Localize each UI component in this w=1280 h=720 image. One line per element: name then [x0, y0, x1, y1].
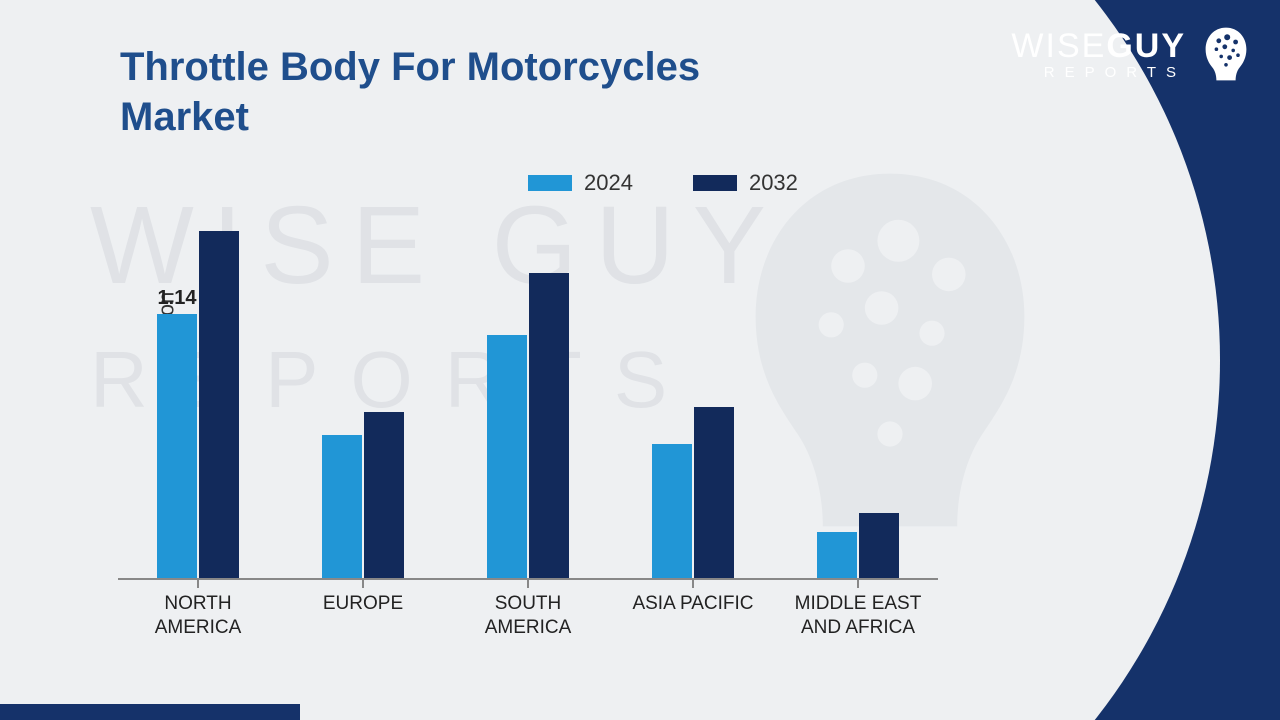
bar — [364, 412, 404, 579]
x-tick — [527, 578, 529, 588]
chart-area: Market Size in USD Billion 2024 2032 1.1… — [48, 170, 948, 670]
legend-item-2024: 2024 — [528, 170, 633, 196]
bar: 1.14 — [157, 314, 197, 578]
logo-text-main: WISEGUY — [1011, 27, 1186, 66]
legend-label-2024: 2024 — [584, 170, 633, 196]
category-label: EUROPE — [293, 592, 433, 616]
category-label: NORTH AMERICA — [128, 592, 268, 640]
bar — [652, 444, 692, 578]
bar-group — [487, 273, 569, 578]
chart-title: Throttle Body For Motorcycles Market — [120, 42, 820, 142]
bar-value-label: 1.14 — [158, 287, 197, 310]
bar-group — [817, 513, 899, 578]
bar — [529, 273, 569, 578]
bar — [859, 513, 899, 578]
x-tick — [692, 578, 694, 588]
plot-area: 1.14NORTH AMERICAEUROPESOUTH AMERICAASIA… — [118, 210, 938, 580]
category-label: MIDDLE EAST AND AFRICA — [788, 592, 928, 640]
bar-group — [652, 407, 734, 578]
category-label: ASIA PACIFIC — [623, 592, 763, 616]
bar — [817, 532, 857, 578]
x-tick — [197, 578, 199, 588]
logo-head-icon — [1196, 24, 1256, 84]
legend: 2024 2032 — [528, 170, 798, 196]
x-tick — [857, 578, 859, 588]
bar — [694, 407, 734, 578]
category-label: SOUTH AMERICA — [458, 592, 598, 640]
bar — [199, 231, 239, 578]
bar-group: 1.14 — [157, 231, 239, 578]
logo-text-sub: REPORTS — [1011, 64, 1186, 81]
legend-swatch-2024 — [528, 175, 572, 191]
bar — [487, 335, 527, 578]
bar — [322, 435, 362, 578]
legend-item-2032: 2032 — [693, 170, 798, 196]
x-tick — [362, 578, 364, 588]
legend-label-2032: 2032 — [749, 170, 798, 196]
legend-swatch-2032 — [693, 175, 737, 191]
bar-group — [322, 412, 404, 579]
brand-logo: WISEGUY REPORTS — [1011, 24, 1256, 84]
footer-accent-bar — [0, 704, 300, 720]
